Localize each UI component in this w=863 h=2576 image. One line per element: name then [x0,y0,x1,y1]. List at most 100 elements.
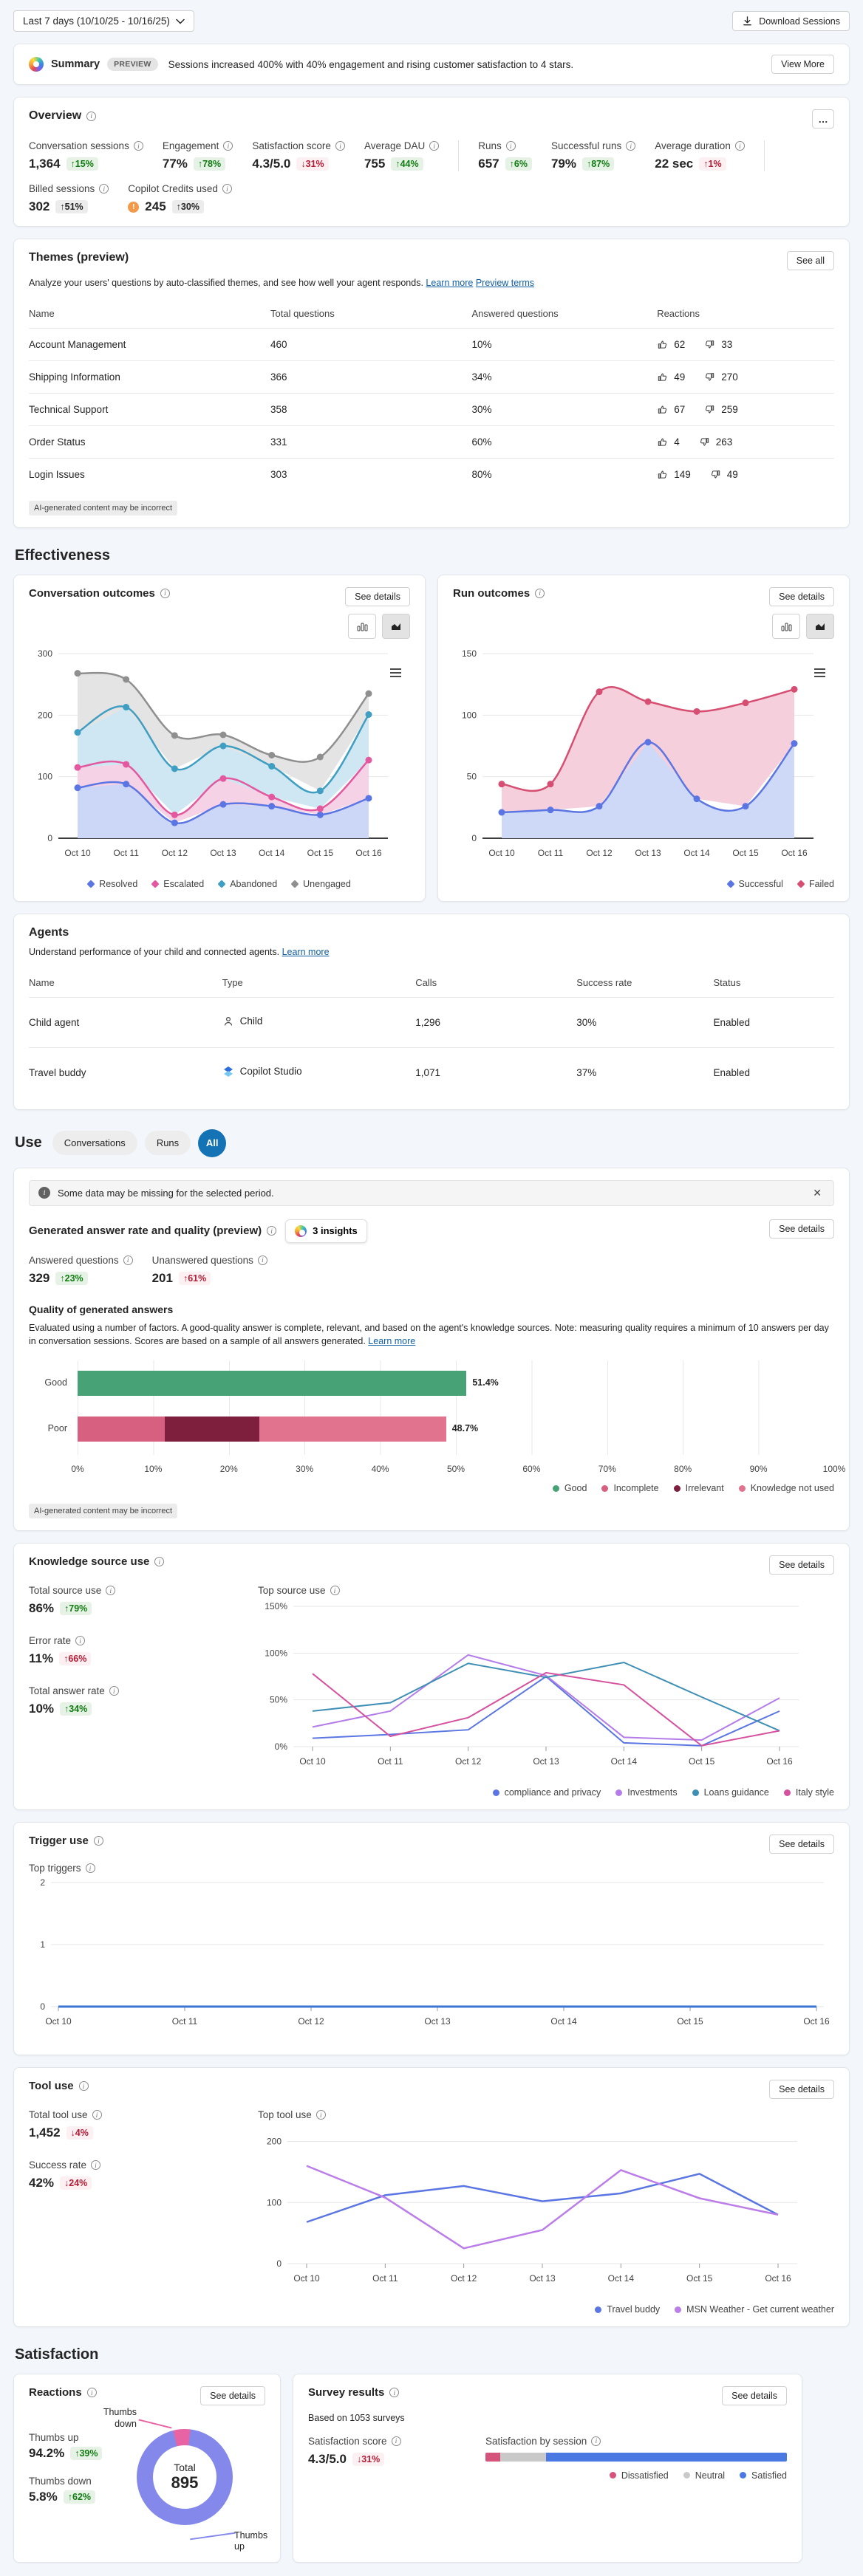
info-icon[interactable]: i [505,141,516,151]
bar-chart-toggle[interactable] [348,613,376,639]
info-icon[interactable]: i [591,2436,601,2446]
info-icon[interactable]: i [267,1226,277,1236]
svg-text:Oct 16: Oct 16 [765,2273,791,2284]
satisfaction-by-session-label: Satisfaction by session i [485,2436,787,2447]
area-chart-toggle[interactable] [806,613,834,639]
info-icon[interactable]: i [160,588,170,598]
metric-value: 755 [364,157,386,171]
top-tool-use-chart: 0 100 200 Oct 10 Oct 11 Oct 12 Oct 13 Oct 14 Oct… [258,2120,834,2300]
table-row[interactable]: Login Issues 303 80% 149 49 [29,457,834,490]
info-icon[interactable]: i [257,1255,267,1265]
see-details-button[interactable]: See details [200,2386,265,2405]
see-all-button[interactable]: See all [786,251,834,270]
info-icon[interactable]: i [335,141,345,151]
info-icon[interactable]: i [123,1255,133,1265]
legend-item: Dissatisfied [609,2470,669,2481]
use-tab[interactable]: Conversations [52,1131,137,1155]
table-row[interactable]: Travel buddy Copilot Studio 1,071 37% En… [29,1046,834,1097]
see-details-button[interactable]: See details [769,1219,834,1239]
info-icon[interactable]: i [133,141,143,151]
table-row[interactable]: Technical Support 358 30% 67 259 [29,392,834,426]
preview-terms-link[interactable]: Preview terms [475,278,535,288]
learn-more-link[interactable]: Learn more [368,1336,416,1347]
info-icon[interactable]: i [154,1557,165,1566]
svg-text:0: 0 [40,2001,45,2012]
legend-label: Incomplete [613,1483,659,1493]
legend-marker [151,880,160,888]
use-tab[interactable]: All [198,1128,227,1157]
bar-chart-toggle[interactable] [772,613,800,639]
info-icon[interactable]: i [92,2110,102,2120]
svg-text:Oct 12: Oct 12 [586,848,613,858]
learn-more-link[interactable]: Learn more [426,278,474,288]
info-icon[interactable]: i [86,111,97,121]
legend-marker [217,880,226,888]
donut-label-thumbs-down: Thumbs down [103,2407,137,2429]
area-chart-toggle[interactable] [382,613,410,639]
use-tab[interactable]: Runs [144,1131,191,1155]
theme-name: Login Issues [29,457,270,490]
copilot-icon [29,57,44,72]
legend-label: Loans guidance [703,1787,769,1798]
learn-more-link[interactable]: Learn more [282,946,330,957]
info-icon[interactable]: i [109,1686,119,1696]
info-icon[interactable]: i [734,141,745,151]
metric-value: 657 [478,157,499,171]
info-icon[interactable]: i [93,1836,103,1846]
see-details-button[interactable]: See details [345,586,410,606]
see-details-button[interactable]: See details [769,2080,834,2099]
axis-tick-label: 40% [371,1464,389,1474]
info-icon[interactable]: i [86,2388,97,2397]
top-triggers-chart: 0 1 2 Oct 10 Oct 11 Oct 12 Oct 13 Oct 14 Oct 15 O… [29,1874,834,2043]
date-range-dropdown[interactable]: Last 7 days (10/10/25 - 10/16/25) [13,10,194,32]
info-icon[interactable]: i [391,2436,401,2446]
see-details-button[interactable]: See details [769,1555,834,1575]
close-icon[interactable]: ✕ [813,1186,822,1199]
svg-text:Oct 12: Oct 12 [162,848,188,858]
agent-type: Child [239,1015,263,1027]
bar-chart-icon [781,623,792,631]
info-icon[interactable]: i [223,141,233,151]
agent-name: Travel buddy [29,1046,222,1097]
table-row[interactable]: Child agent Child 1,296 30% Enabled [29,996,834,1047]
agent-status: Enabled [713,996,834,1047]
info-icon[interactable]: i [75,1636,86,1645]
table-row[interactable]: Account Management 460 10% 62 33 [29,327,834,361]
info-icon[interactable]: i [535,588,545,598]
table-row[interactable]: Shipping Information 366 34% 49 270 [29,360,834,394]
survey-results-title: Survey results i [308,2386,400,2399]
see-details-button[interactable]: See details [722,2386,787,2405]
info-icon[interactable]: i [429,141,440,151]
metric: Total source use i 86% ↑79% [29,1585,236,1616]
legend-item: Travel buddy [595,2304,660,2315]
view-more-button[interactable]: View More [771,55,834,74]
chart-menu-icon[interactable] [814,668,825,678]
more-options-button[interactable]: … [812,109,834,129]
download-sessions-button[interactable]: Download Sessions [732,11,850,31]
chart-menu-icon[interactable] [390,668,401,678]
info-icon[interactable]: i [99,184,109,193]
info-icon[interactable]: i [222,184,232,193]
generated-answers-metrics: Answered questions i 329 ↑23% Unanswered … [29,1255,834,1286]
info-icon[interactable]: i [91,2160,101,2170]
info-icon[interactable]: i [106,1586,116,1595]
metric-value: 86% [29,1601,55,1615]
themes-table: Name Total questions Answered questions … [29,301,834,490]
axis-tick-label: 50% [446,1464,465,1474]
axis-tick-label: 90% [749,1464,768,1474]
metric-label: Average duration [655,140,731,151]
legend-marker [609,2472,616,2479]
theme-answered: 60% [471,425,658,459]
table-row[interactable]: Order Status 331 60% 4 263 [29,425,834,459]
info-icon[interactable]: i [78,2081,89,2091]
info-icon[interactable]: i [315,2110,326,2120]
info-icon[interactable]: i [330,1586,340,1595]
insights-button[interactable]: 3 insights [285,1219,367,1243]
info-icon[interactable]: i [389,2388,400,2397]
see-details-button[interactable]: See details [769,586,834,606]
warning-icon: ! [128,201,140,213]
see-details-button[interactable]: See details [769,1835,834,1854]
info-icon[interactable]: i [626,141,636,151]
info-icon[interactable]: i [85,1863,95,1873]
reactions-card: Reactions i See details Thumbs up 94.2% ↑… [13,2374,281,2563]
